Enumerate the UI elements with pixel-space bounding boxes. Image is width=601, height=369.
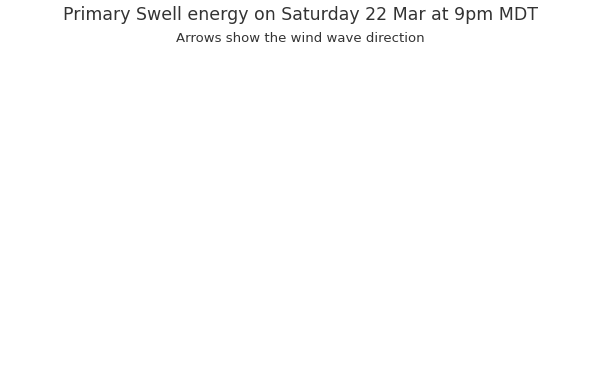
- Text: Primary Swell energy on Saturday 22 Mar at 9pm MDT: Primary Swell energy on Saturday 22 Mar …: [63, 6, 538, 24]
- Text: Cartopy required for map rendering: Cartopy required for map rendering: [152, 201, 449, 219]
- Text: Arrows show the wind wave direction: Arrows show the wind wave direction: [176, 32, 425, 45]
